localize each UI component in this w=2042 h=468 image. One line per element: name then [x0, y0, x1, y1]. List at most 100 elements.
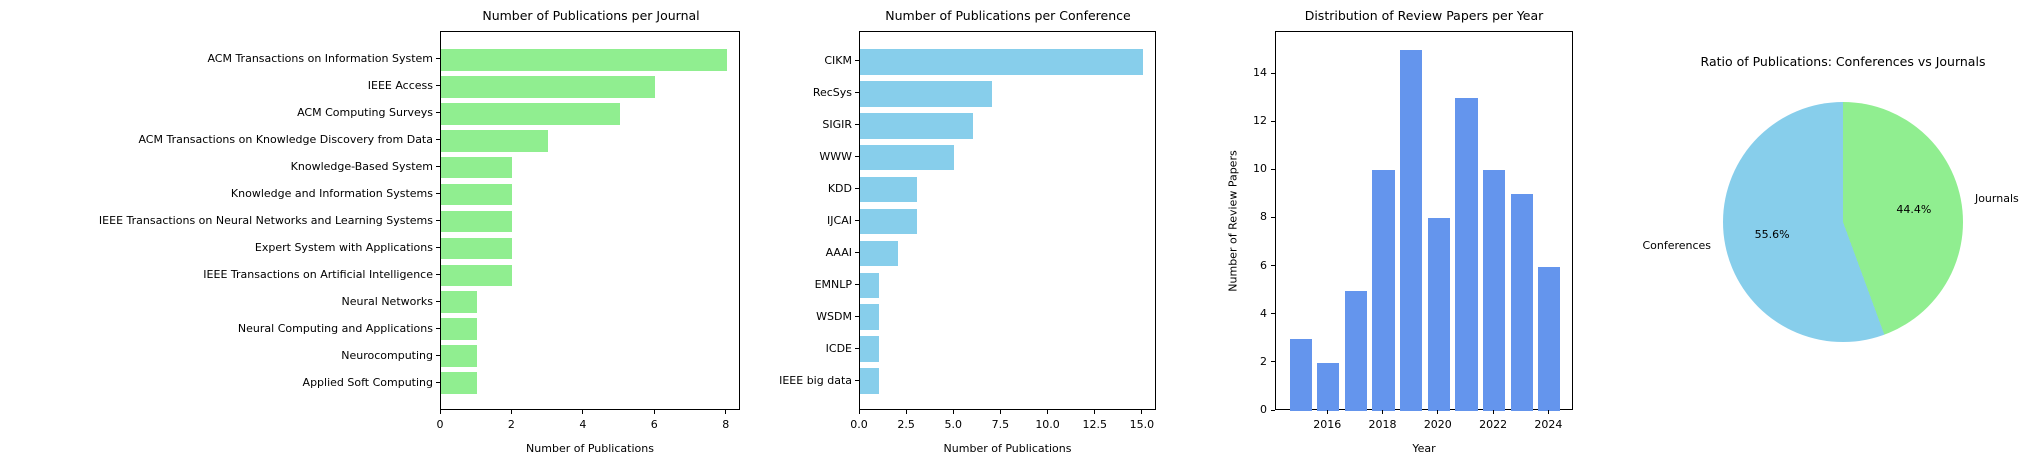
year-y-tick-mark	[1271, 120, 1275, 122]
year-bar	[1427, 218, 1450, 411]
year-x-axis-label: Year	[1412, 442, 1436, 455]
journal-category-label: Knowledge and Information Systems	[230, 187, 433, 201]
journal-bar	[441, 291, 477, 314]
journal-chart-title: Number of Publications per Journal	[482, 8, 700, 23]
year-x-tick-mark	[1492, 410, 1494, 414]
conference-x-tick-label: 2.5	[897, 418, 915, 431]
conference-category-label: IEEE big data	[779, 373, 852, 387]
journal-x-tick-mark	[510, 410, 512, 414]
conference-y-tick-mark	[855, 220, 859, 221]
year-bar	[1510, 194, 1533, 411]
conference-y-tick-mark	[855, 379, 859, 381]
conference-category-label: EMNLP	[814, 277, 852, 291]
year-y-tick-mark	[1271, 313, 1275, 315]
journal-category-label: Applied Soft Computing	[302, 375, 433, 389]
conference-category-label: WSDM	[816, 309, 852, 323]
conference-y-tick-mark	[855, 347, 859, 349]
year-x-tick-label: 2022	[1479, 418, 1508, 431]
journal-x-axis-label: Number of Publications	[526, 442, 654, 455]
year-y-tick-label: 2	[1260, 354, 1267, 368]
journal-y-tick-mark	[436, 246, 440, 248]
pie-percent-label: 55.6%	[1754, 228, 1790, 242]
journal-bar	[441, 49, 727, 71]
journal-y-tick-mark	[436, 354, 440, 356]
journal-x-tick-label: 8	[722, 418, 730, 431]
journal-bar	[441, 345, 477, 367]
journal-category-label: Neural Networks	[341, 294, 433, 308]
journal-x-tick-label: 2	[507, 418, 515, 431]
year-y-tick-label: 8	[1260, 210, 1267, 224]
conference-x-tick-label: 7.5	[991, 418, 1010, 431]
journal-x-tick-label: 4	[579, 418, 587, 431]
conference-y-tick-mark	[855, 251, 859, 253]
year-bar	[1455, 98, 1478, 411]
conference-bar	[860, 144, 955, 171]
year-bar	[1317, 362, 1340, 411]
year-y-tick-mark	[1271, 168, 1275, 170]
conference-category-label: RecSys	[812, 86, 852, 100]
conference-x-tick-label: 5.0	[944, 418, 963, 431]
journal-bar	[441, 318, 477, 340]
year-x-tick-label: 2020	[1423, 418, 1452, 431]
year-x-tick-label: 2016	[1313, 418, 1342, 431]
journal-x-tick-label: 6	[650, 418, 658, 431]
year-y-tick-label: 12	[1253, 114, 1267, 128]
conference-y-tick-mark	[855, 283, 859, 285]
conference-x-axis-label: Number of Publications	[943, 442, 1072, 455]
year-y-tick-mark	[1271, 72, 1275, 74]
conference-y-tick-mark	[855, 92, 859, 94]
conference-x-tick-mark	[999, 410, 1001, 414]
pie-slice-label: Journals	[1974, 192, 2019, 206]
conference-x-tick-mark	[952, 410, 954, 414]
pie-chart	[1723, 102, 1963, 342]
journal-bar	[441, 210, 513, 233]
journal-bar	[441, 129, 549, 152]
year-y-tick-label: 14	[1253, 66, 1267, 80]
journal-y-tick-mark	[436, 166, 440, 168]
conference-bar	[860, 304, 879, 330]
journal-y-tick-mark	[436, 139, 440, 141]
conference-x-tick-label: 10.0	[1035, 418, 1060, 431]
journal-category-label: Expert System with Applications	[254, 240, 433, 254]
year-x-tick-mark	[1437, 410, 1439, 414]
journal-plot-area	[440, 31, 740, 410]
year-x-tick-mark	[1382, 410, 1384, 414]
year-y-tick-mark	[1271, 265, 1275, 267]
conference-category-label: CIKM	[824, 54, 852, 68]
journal-category-label: Neurocomputing	[341, 348, 433, 362]
journal-category-label: Neural Computing and Applications	[237, 321, 433, 335]
journal-bar	[441, 76, 656, 98]
conference-x-tick-label: 12.5	[1082, 418, 1107, 431]
journal-bar	[441, 372, 477, 394]
journal-x-tick-mark	[439, 410, 441, 414]
journal-y-tick-mark	[436, 58, 440, 60]
conference-x-tick-label: 15.0	[1129, 418, 1155, 431]
journal-x-tick-mark	[582, 410, 584, 414]
conference-plot-area	[859, 31, 1156, 410]
conference-y-tick-mark	[855, 60, 859, 62]
conference-bar	[860, 113, 974, 139]
pie-chart-title: Ratio of Publications: Conferences vs Jo…	[1700, 54, 1986, 69]
year-plot-area	[1275, 31, 1573, 411]
conference-bar	[860, 176, 917, 203]
year-y-tick-mark	[1271, 361, 1275, 363]
conference-x-tick-mark	[905, 410, 907, 414]
conference-category-label: KDD	[827, 182, 852, 196]
year-y-tick-label: 4	[1260, 306, 1267, 320]
journal-bar	[441, 156, 513, 179]
journal-category-label: IEEE Transactions on Neural Networks and…	[98, 214, 433, 227]
journal-y-tick-mark	[436, 193, 440, 195]
journal-y-tick-mark	[436, 112, 440, 114]
year-y-tick-mark	[1271, 216, 1275, 218]
journal-category-label: IEEE Transactions on Artificial Intellig…	[203, 267, 433, 281]
conference-x-tick-mark	[1047, 410, 1049, 414]
journal-category-label: ACM Transactions on Knowledge Discovery …	[138, 133, 433, 147]
journal-x-tick-mark	[725, 410, 727, 414]
year-chart-title: Distribution of Review Papers per Year	[1304, 8, 1544, 23]
conference-x-tick-mark	[1141, 410, 1143, 414]
journal-y-tick-mark	[436, 85, 440, 87]
journal-category-label: Knowledge-Based System	[290, 160, 433, 174]
year-y-tick-mark	[1271, 409, 1275, 411]
year-x-tick-mark	[1547, 410, 1549, 414]
